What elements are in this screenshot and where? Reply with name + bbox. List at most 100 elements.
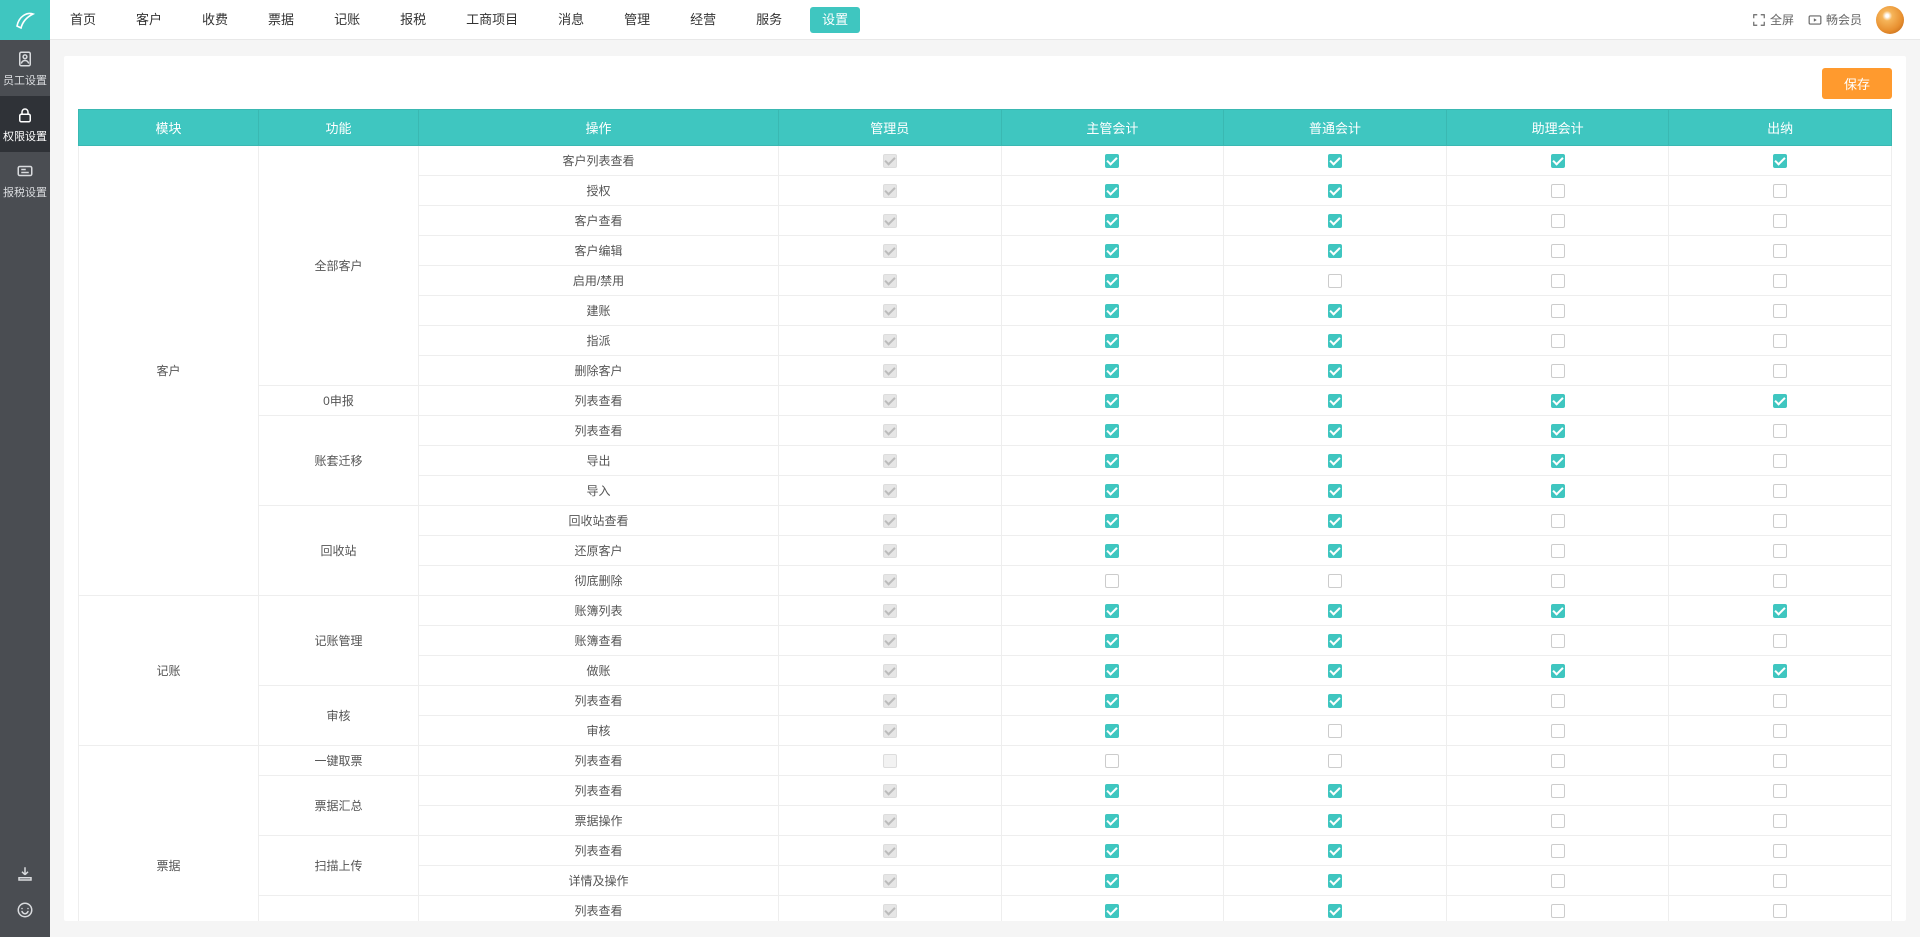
permission-checkbox[interactable] [1773, 544, 1787, 558]
permission-checkbox[interactable] [1551, 394, 1565, 408]
permission-checkbox[interactable] [1105, 214, 1119, 228]
permission-checkbox[interactable] [1773, 844, 1787, 858]
permission-checkbox[interactable] [1105, 574, 1119, 588]
permission-checkbox[interactable] [1773, 274, 1787, 288]
permission-checkbox[interactable] [1105, 244, 1119, 258]
permission-checkbox[interactable] [1551, 634, 1565, 648]
permission-checkbox[interactable] [1551, 664, 1565, 678]
permission-checkbox[interactable] [1105, 184, 1119, 198]
permission-checkbox[interactable] [1773, 604, 1787, 618]
permission-checkbox[interactable] [1105, 754, 1119, 768]
permission-checkbox[interactable] [1551, 604, 1565, 618]
topnav-item-9[interactable]: 经营 [670, 0, 736, 40]
topnav-item-4[interactable]: 记账 [314, 0, 380, 40]
permission-checkbox[interactable] [1105, 724, 1119, 738]
permission-checkbox[interactable] [1105, 784, 1119, 798]
permission-checkbox[interactable] [1328, 604, 1342, 618]
permission-checkbox[interactable] [1551, 694, 1565, 708]
sidebar-item-tax[interactable]: 报税设置 [0, 152, 50, 208]
permission-checkbox[interactable] [1105, 304, 1119, 318]
permission-checkbox[interactable] [1773, 664, 1787, 678]
permission-checkbox[interactable] [1773, 754, 1787, 768]
permission-checkbox[interactable] [1105, 634, 1119, 648]
permission-checkbox[interactable] [1328, 274, 1342, 288]
permission-checkbox[interactable] [1328, 484, 1342, 498]
permission-checkbox[interactable] [1551, 484, 1565, 498]
permission-checkbox[interactable] [1328, 214, 1342, 228]
topnav-item-8[interactable]: 管理 [604, 0, 670, 40]
sidebar-item-user[interactable]: 员工设置 [0, 40, 50, 96]
permission-checkbox[interactable] [1773, 724, 1787, 738]
permission-checkbox[interactable] [1551, 574, 1565, 588]
permission-checkbox[interactable] [1105, 394, 1119, 408]
permission-checkbox[interactable] [1773, 694, 1787, 708]
permission-checkbox[interactable] [1773, 304, 1787, 318]
topnav-item-5[interactable]: 报税 [380, 0, 446, 40]
permission-checkbox[interactable] [1105, 814, 1119, 828]
permission-checkbox[interactable] [1328, 694, 1342, 708]
fullscreen-button[interactable]: 全屏 [1752, 11, 1794, 28]
logo[interactable] [0, 0, 50, 40]
permission-checkbox[interactable] [1551, 814, 1565, 828]
permission-checkbox[interactable] [1105, 274, 1119, 288]
member-button[interactable]: 畅会员 [1808, 11, 1862, 28]
permission-checkbox[interactable] [1328, 664, 1342, 678]
permission-checkbox[interactable] [1773, 904, 1787, 918]
permission-checkbox[interactable] [1551, 544, 1565, 558]
permission-checkbox[interactable] [1551, 334, 1565, 348]
permission-checkbox[interactable] [1328, 514, 1342, 528]
permission-checkbox[interactable] [1328, 904, 1342, 918]
permission-checkbox[interactable] [1773, 574, 1787, 588]
permission-checkbox[interactable] [1105, 664, 1119, 678]
permission-checkbox[interactable] [1328, 574, 1342, 588]
permission-checkbox[interactable] [1328, 304, 1342, 318]
topnav-item-2[interactable]: 收费 [182, 0, 248, 40]
permission-checkbox[interactable] [1773, 454, 1787, 468]
permission-checkbox[interactable] [1105, 334, 1119, 348]
download-icon[interactable] [16, 865, 34, 883]
permission-checkbox[interactable] [1105, 364, 1119, 378]
permission-checkbox[interactable] [1551, 844, 1565, 858]
permission-checkbox[interactable] [1105, 694, 1119, 708]
topnav-item-10[interactable]: 服务 [736, 0, 802, 40]
permission-checkbox[interactable] [1551, 724, 1565, 738]
permission-checkbox[interactable] [1551, 784, 1565, 798]
topnav-item-0[interactable]: 首页 [50, 0, 116, 40]
permission-checkbox[interactable] [1773, 214, 1787, 228]
permission-checkbox[interactable] [1105, 484, 1119, 498]
topnav-item-3[interactable]: 票据 [248, 0, 314, 40]
permission-checkbox[interactable] [1551, 874, 1565, 888]
permission-checkbox[interactable] [1105, 874, 1119, 888]
permission-checkbox[interactable] [1105, 844, 1119, 858]
permission-checkbox[interactable] [1105, 154, 1119, 168]
permission-checkbox[interactable] [1328, 724, 1342, 738]
permission-checkbox[interactable] [1773, 514, 1787, 528]
permission-checkbox[interactable] [1773, 424, 1787, 438]
permission-checkbox[interactable] [1328, 184, 1342, 198]
permission-checkbox[interactable] [1328, 394, 1342, 408]
permission-checkbox[interactable] [1773, 244, 1787, 258]
permission-checkbox[interactable] [1773, 784, 1787, 798]
permission-checkbox[interactable] [1551, 514, 1565, 528]
permission-checkbox[interactable] [1105, 424, 1119, 438]
permission-checkbox[interactable] [1105, 544, 1119, 558]
permission-checkbox[interactable] [1551, 454, 1565, 468]
permission-checkbox[interactable] [1328, 814, 1342, 828]
permission-checkbox[interactable] [1328, 244, 1342, 258]
topnav-item-7[interactable]: 消息 [538, 0, 604, 40]
permission-checkbox[interactable] [1328, 454, 1342, 468]
permission-checkbox[interactable] [1328, 544, 1342, 558]
permission-checkbox[interactable] [1551, 274, 1565, 288]
permission-checkbox[interactable] [1551, 304, 1565, 318]
permission-checkbox[interactable] [1551, 754, 1565, 768]
permission-checkbox[interactable] [1551, 154, 1565, 168]
sidebar-item-lock[interactable]: 权限设置 [0, 96, 50, 152]
topnav-item-11[interactable]: 设置 [810, 7, 860, 33]
topnav-item-6[interactable]: 工商项目 [446, 0, 538, 40]
permission-checkbox[interactable] [1551, 904, 1565, 918]
avatar[interactable] [1876, 6, 1904, 34]
permission-checkbox[interactable] [1328, 334, 1342, 348]
permission-checkbox[interactable] [1328, 754, 1342, 768]
save-button[interactable]: 保存 [1822, 68, 1892, 99]
permission-checkbox[interactable] [1551, 244, 1565, 258]
